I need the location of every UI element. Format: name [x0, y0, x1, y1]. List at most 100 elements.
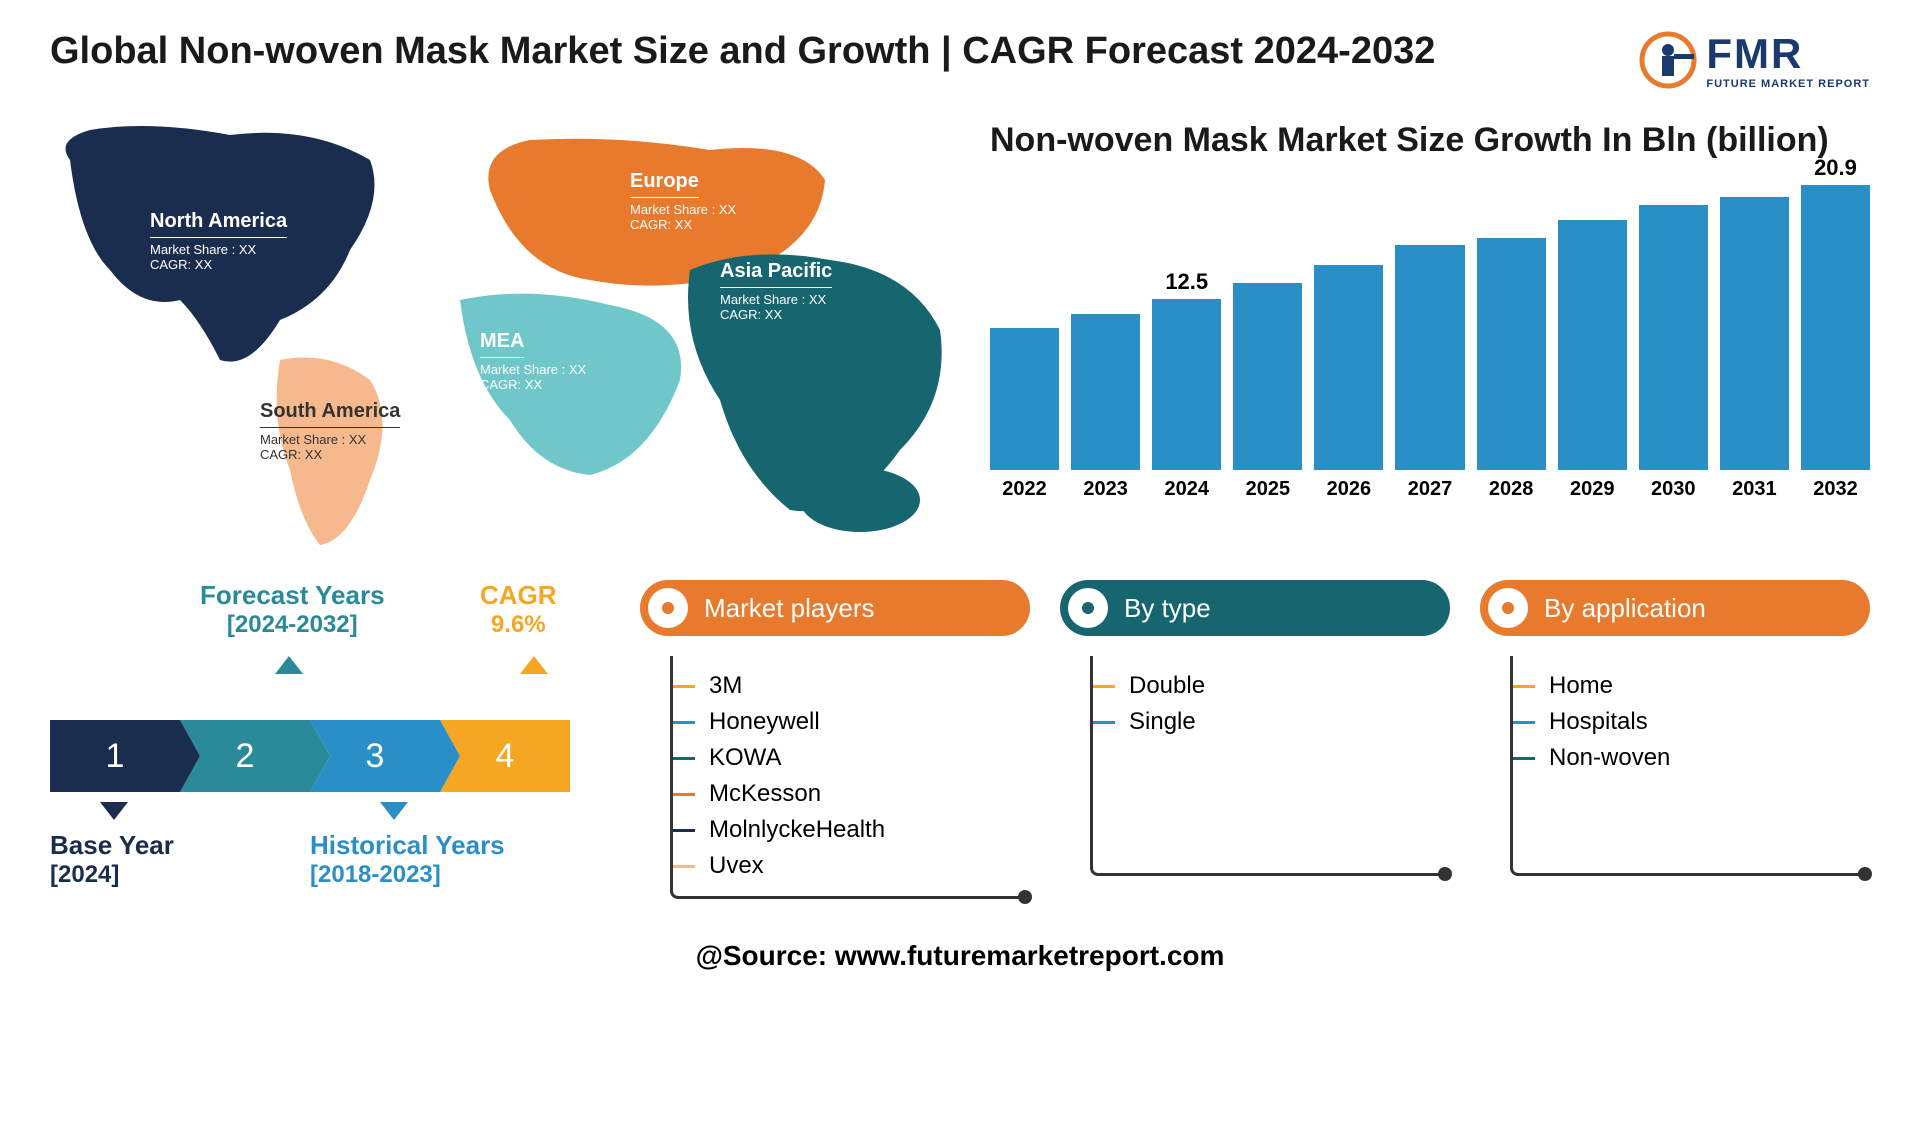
- tick-icon: [673, 865, 695, 868]
- list-item: Honeywell: [673, 704, 1030, 740]
- bar: 2023: [1071, 314, 1140, 500]
- tick-icon: [673, 757, 695, 760]
- bar-chart: Non-woven Mask Market Size Growth In Bln…: [990, 120, 1870, 540]
- arrow-up-icon: [275, 656, 303, 674]
- category-list: DoubleSingle: [1090, 656, 1450, 876]
- bar-label: 2022: [1002, 478, 1047, 501]
- cagr-label: CAGR 9.6%: [480, 580, 557, 639]
- region-ms: Market Share : XX: [150, 242, 287, 257]
- region-ms: Market Share : XX: [630, 202, 736, 217]
- bar-label: 2031: [1732, 478, 1777, 501]
- list-item: McKesson: [673, 776, 1030, 812]
- bar-rect: [1477, 238, 1546, 470]
- bar-label: 2028: [1489, 478, 1534, 501]
- category-application: By application Home Hospitals Non-woven: [1480, 580, 1870, 899]
- item-label: Uvex: [709, 852, 764, 880]
- list-item: Hospitals: [1513, 704, 1870, 740]
- region-name: Asia Pacific: [720, 260, 832, 288]
- region-name: MEA: [480, 330, 524, 358]
- tick-icon: [1093, 685, 1115, 688]
- category-header: Market players: [640, 580, 1030, 636]
- region-cagr: CAGR: XX: [480, 377, 586, 392]
- region-cagr: CAGR: XX: [630, 217, 736, 232]
- region-name: Europe: [630, 170, 699, 198]
- bar: 2030: [1639, 205, 1708, 501]
- category-list: Home Hospitals Non-woven: [1510, 656, 1870, 876]
- bar-label: 2024: [1164, 478, 1209, 501]
- item-label: Non-woven: [1549, 744, 1670, 772]
- bar: 2025: [1233, 283, 1302, 501]
- tick-icon: [673, 721, 695, 724]
- base-label: Base Year [2024]: [50, 830, 174, 889]
- arrow-up-icon: [520, 656, 548, 674]
- bar-label: 2026: [1327, 478, 1372, 501]
- bar-rect: [1639, 205, 1708, 470]
- tick-icon: [673, 685, 695, 688]
- bullet-icon: [1488, 588, 1528, 628]
- list-item: Non-woven: [1513, 740, 1870, 776]
- tick-icon: [1513, 757, 1535, 760]
- region-cagr: CAGR: XX: [260, 447, 400, 462]
- bar: 2028: [1477, 238, 1546, 501]
- item-label: McKesson: [709, 780, 821, 808]
- bar-label: 2027: [1408, 478, 1453, 501]
- hist-label: Historical Years [2018-2023]: [310, 830, 505, 889]
- bar-label: 2029: [1570, 478, 1615, 501]
- tick-icon: [673, 793, 695, 796]
- timeline: Forecast Years [2024-2032] CAGR 9.6% 123…: [50, 580, 610, 900]
- category-header: By type: [1060, 580, 1450, 636]
- region-ms: Market Share : XX: [720, 292, 832, 307]
- bar-rect: [1314, 265, 1383, 470]
- bar: 2022: [990, 328, 1059, 501]
- item-label: KOWA: [709, 744, 781, 772]
- timeline-step: 1: [50, 720, 180, 792]
- bar-rect: [1720, 197, 1789, 470]
- bar-value: 12.5: [1165, 269, 1208, 295]
- world-map: North America Market Share : XX CAGR: XX…: [50, 120, 950, 540]
- category-header: By application: [1480, 580, 1870, 636]
- category-title: By type: [1124, 593, 1211, 624]
- tick-icon: [1093, 721, 1115, 724]
- region-cagr: CAGR: XX: [150, 257, 287, 272]
- bar: 2027: [1395, 245, 1464, 501]
- bar-value: 20.9: [1814, 155, 1857, 181]
- tick-icon: [1513, 685, 1535, 688]
- region-ms: Market Share : XX: [260, 432, 400, 447]
- category-title: By application: [1544, 593, 1706, 624]
- page-title: Global Non-woven Mask Market Size and Gr…: [50, 30, 1435, 73]
- arrow-down-icon: [380, 802, 408, 820]
- bar-rect: [1801, 185, 1870, 470]
- list-item: MolnlyckeHealth: [673, 812, 1030, 848]
- category-type: By type DoubleSingle: [1060, 580, 1450, 899]
- bar-rect: [1395, 245, 1464, 470]
- region-eu: Europe Market Share : XX CAGR: XX: [630, 170, 736, 232]
- item-label: 3M: [709, 672, 742, 700]
- bar-rect: [1071, 314, 1140, 469]
- bar: 2029: [1558, 220, 1627, 501]
- region-na: North America Market Share : XX CAGR: XX: [150, 210, 287, 272]
- item-label: Home: [1549, 672, 1613, 700]
- arrow-down-icon: [100, 802, 128, 820]
- bullet-icon: [648, 588, 688, 628]
- item-label: Honeywell: [709, 708, 820, 736]
- category-players: Market players 3M Honeywell KOWA McKesson Mol…: [640, 580, 1030, 899]
- region-ms: Market Share : XX: [480, 362, 586, 377]
- brand-logo: FMR FUTURE MARKET REPORT: [1638, 30, 1870, 90]
- bar: 12.52024: [1152, 299, 1221, 500]
- bar-rect: [1558, 220, 1627, 470]
- bar-label: 2025: [1246, 478, 1291, 501]
- list-item: Double: [1093, 668, 1450, 704]
- bar-label: 2032: [1813, 478, 1858, 501]
- bullet-icon: [1068, 588, 1108, 628]
- forecast-label: Forecast Years [2024-2032]: [200, 580, 385, 639]
- category-title: Market players: [704, 593, 875, 624]
- bar-label: 2023: [1083, 478, 1128, 501]
- region-cagr: CAGR: XX: [720, 307, 832, 322]
- bar-label: 2030: [1651, 478, 1696, 501]
- region-apac: Asia Pacific Market Share : XX CAGR: XX: [720, 260, 832, 322]
- list-item: KOWA: [673, 740, 1030, 776]
- bar: 2031: [1720, 197, 1789, 501]
- logo-text-main: FMR: [1706, 30, 1870, 78]
- bar-rect: [1152, 299, 1221, 469]
- list-item: Uvex: [673, 848, 1030, 884]
